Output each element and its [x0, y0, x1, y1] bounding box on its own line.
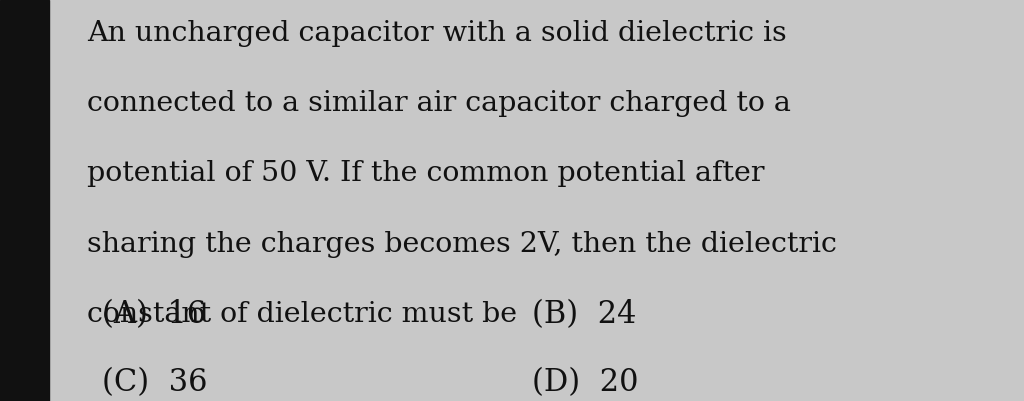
Text: sharing the charges becomes 2V, then the dielectric: sharing the charges becomes 2V, then the… — [87, 231, 837, 257]
Bar — [0, 0, 49, 401]
Text: An uncharged capacitor with a solid dielectric is: An uncharged capacitor with a solid diel… — [87, 20, 786, 47]
Text: constant of dielectric must be: constant of dielectric must be — [87, 301, 517, 328]
Text: connected to a similar air capacitor charged to a: connected to a similar air capacitor cha… — [87, 90, 791, 117]
Text: (D)  20: (D) 20 — [532, 367, 639, 398]
Text: (C)  36: (C) 36 — [102, 367, 208, 398]
Text: (A)  16: (A) 16 — [102, 299, 207, 330]
Text: potential of 50 V. If the common potential after: potential of 50 V. If the common potenti… — [87, 160, 765, 187]
Text: (B)  24: (B) 24 — [532, 299, 637, 330]
